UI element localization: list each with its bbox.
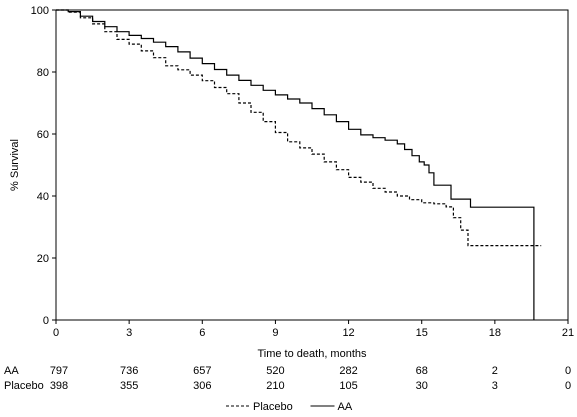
series-line-placebo bbox=[56, 9, 542, 247]
risk-count: 3 bbox=[492, 380, 498, 392]
plot-frame bbox=[55, 9, 569, 321]
x-tick-label: 3 bbox=[126, 327, 132, 339]
risk-count: 30 bbox=[416, 380, 428, 392]
risk-count: 105 bbox=[339, 380, 357, 392]
risk-count: 0 bbox=[565, 365, 571, 377]
series-line-aa bbox=[56, 9, 535, 320]
y-axis-title: % Survival bbox=[9, 139, 21, 191]
risk-count: 398 bbox=[50, 380, 68, 392]
risk-count: 736 bbox=[120, 365, 138, 377]
risk-count: 0 bbox=[565, 380, 571, 392]
x-tick-label: 15 bbox=[416, 327, 428, 339]
legend-label: AA bbox=[338, 401, 353, 413]
y-tick-label: 80 bbox=[37, 67, 49, 79]
risk-count: 355 bbox=[120, 380, 138, 392]
x-tick-label: 0 bbox=[53, 327, 59, 339]
y-tick-label: 20 bbox=[37, 253, 49, 265]
risk-row-label: Placebo bbox=[4, 380, 44, 392]
risk-count: 2 bbox=[492, 365, 498, 377]
risk-count: 520 bbox=[266, 365, 284, 377]
x-tick-label: 18 bbox=[489, 327, 501, 339]
x-tick-label: 6 bbox=[199, 327, 205, 339]
y-tick-label: 40 bbox=[37, 191, 49, 203]
x-axis-title: Time to death, months bbox=[257, 348, 367, 360]
risk-count: 68 bbox=[416, 365, 428, 377]
risk-count: 657 bbox=[193, 365, 211, 377]
risk-count: 282 bbox=[339, 365, 357, 377]
risk-count: 797 bbox=[50, 365, 68, 377]
y-tick-label: 0 bbox=[43, 315, 49, 327]
x-tick-label: 21 bbox=[562, 327, 574, 339]
y-tick-label: 100 bbox=[31, 5, 49, 17]
risk-count: 210 bbox=[266, 380, 284, 392]
legend: Placebo AA bbox=[226, 401, 353, 413]
risk-row-label: AA bbox=[4, 365, 19, 377]
y-tick-label: 60 bbox=[37, 129, 49, 141]
x-tick-label: 12 bbox=[342, 327, 354, 339]
x-tick-label: 9 bbox=[272, 327, 278, 339]
legend-label: Placebo bbox=[253, 401, 293, 413]
risk-count: 306 bbox=[193, 380, 211, 392]
